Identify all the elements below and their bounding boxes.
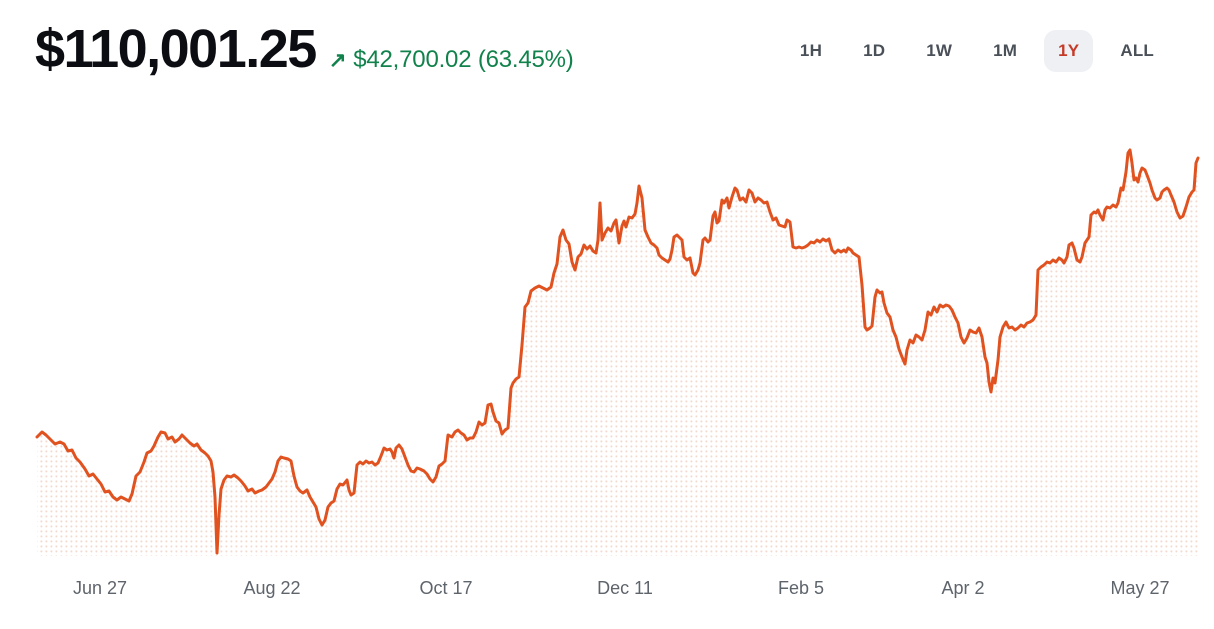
x-axis-labels: Jun 27 Aug 22 Oct 17 Dec 11 Feb 5 Apr 2 May 27 xyxy=(0,578,1214,604)
range-button-1m[interactable]: 1M xyxy=(979,30,1031,72)
range-button-1d[interactable]: 1D xyxy=(849,30,899,72)
price-block: $110,001.25 ↗ $42,700.02 (63.45%) xyxy=(35,22,574,76)
x-axis-tick: Apr 2 xyxy=(941,578,985,598)
chart-area-fill xyxy=(37,150,1198,556)
range-button-1h[interactable]: 1H xyxy=(786,30,836,72)
x-axis-tick: May 27 xyxy=(1110,578,1170,598)
range-button-all[interactable]: ALL xyxy=(1106,30,1168,72)
trend-up-arrow-icon: ↗ xyxy=(328,49,347,72)
chart-line xyxy=(35,148,1200,555)
range-button-1w[interactable]: 1W xyxy=(912,30,966,72)
x-axis-tick: Feb 5 xyxy=(777,578,825,598)
range-button-1y[interactable]: 1Y xyxy=(1044,30,1094,72)
price-change-text: $42,700.02 (63.45%) xyxy=(353,46,574,73)
price-change: ↗ $42,700.02 (63.45%) xyxy=(329,46,574,74)
x-axis-tick: Dec 11 xyxy=(597,578,653,598)
x-axis-tick: Jun 27 xyxy=(72,578,128,598)
chart-header: $110,001.25 ↗ $42,700.02 (63.45%) 1H 1D 1W… xyxy=(35,22,1168,76)
x-axis-tick: Aug 22 xyxy=(243,578,301,598)
x-axis-tick: Oct 17 xyxy=(419,578,473,598)
range-selector: 1H 1D 1W 1M 1Y ALL xyxy=(786,30,1168,72)
current-price: $110,001.25 xyxy=(35,19,317,79)
